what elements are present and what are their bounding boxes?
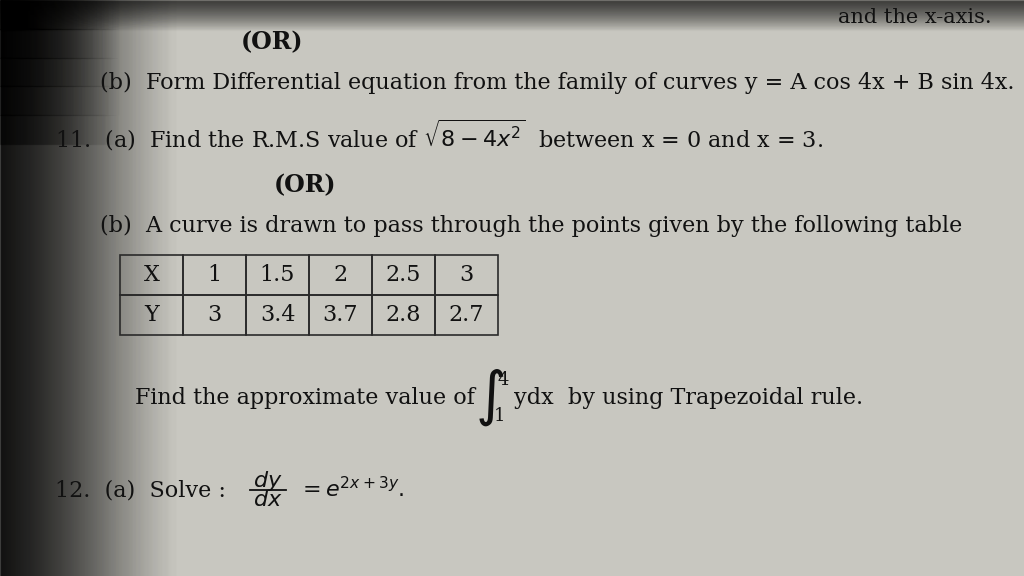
Bar [0, 22, 1024, 23]
Bar [0, 6, 1024, 7]
Bar [0, 20, 1024, 21]
Bar [372, 255, 435, 295]
Bar [0, 21, 1024, 22]
Bar [0, 8, 1024, 9]
Text: Find the approximate value of: Find the approximate value of [135, 387, 475, 409]
Text: 3: 3 [208, 304, 221, 326]
Bar [0, 13, 1024, 14]
Text: 1: 1 [494, 407, 505, 425]
Text: 2: 2 [334, 264, 347, 286]
Text: (OR): (OR) [273, 173, 336, 197]
Bar [246, 295, 309, 335]
Text: 2.8: 2.8 [386, 304, 421, 326]
Bar [183, 295, 246, 335]
Bar [0, 0, 1024, 1]
Text: 2.5: 2.5 [386, 264, 421, 286]
Text: 3.4: 3.4 [260, 304, 295, 326]
Bar [0, 12, 1024, 13]
Text: 3.7: 3.7 [323, 304, 358, 326]
Bar [0, 10, 1024, 11]
Bar [0, 4, 1024, 5]
Bar [372, 295, 435, 335]
Bar [0, 28, 1024, 29]
Text: 11.  (a)  Find the R.M.S value of $\sqrt{8-4x^2}$  between x = 0 and x = 3.: 11. (a) Find the R.M.S value of $\sqrt{8… [55, 118, 823, 153]
Text: 3: 3 [460, 264, 474, 286]
Bar [309, 295, 372, 335]
Text: $\int$: $\int$ [475, 367, 505, 429]
Bar [309, 255, 372, 295]
Text: ydx  by using Trapezoidal rule.: ydx by using Trapezoidal rule. [514, 387, 863, 409]
Bar [0, 7, 1024, 8]
Text: and the x-axis.: and the x-axis. [838, 8, 991, 27]
Bar [0, 18, 1024, 19]
Bar [435, 255, 498, 295]
Text: (b)  Form Differential equation from the family of curves y = A cos 4x + B sin 4: (b) Form Differential equation from the … [100, 72, 1015, 94]
Bar [0, 19, 1024, 20]
Bar [0, 15, 1024, 16]
Text: 1.5: 1.5 [260, 264, 295, 286]
Text: (OR): (OR) [241, 30, 303, 54]
Bar [0, 26, 1024, 27]
Bar [120, 255, 183, 295]
Bar [0, 27, 1024, 28]
Text: (b)  A curve is drawn to pass through the points given by the following table: (b) A curve is drawn to pass through the… [100, 215, 963, 237]
Text: 2.7: 2.7 [449, 304, 484, 326]
Text: 1: 1 [208, 264, 221, 286]
Bar [0, 1, 1024, 2]
Bar [183, 255, 246, 295]
Bar [0, 11, 1024, 12]
Bar [0, 9, 1024, 10]
Text: Y: Y [144, 304, 159, 326]
Bar [120, 295, 183, 335]
Text: X: X [143, 264, 160, 286]
Bar [0, 3, 1024, 4]
Bar [0, 29, 1024, 30]
Bar [0, 5, 1024, 6]
Text: $dx$: $dx$ [253, 489, 283, 511]
Bar [0, 23, 1024, 24]
Bar [0, 16, 1024, 17]
Bar [0, 24, 1024, 25]
Text: $= e^{2x+3y}.$: $= e^{2x+3y}.$ [298, 478, 404, 503]
Bar [0, 14, 1024, 15]
Bar [0, 25, 1024, 26]
Bar [246, 255, 309, 295]
Text: 4: 4 [498, 371, 509, 389]
Text: 12.  (a)  Solve :: 12. (a) Solve : [55, 479, 226, 501]
Bar [0, 2, 1024, 3]
Text: $dy$: $dy$ [253, 469, 283, 493]
Bar [0, 17, 1024, 18]
Bar [435, 295, 498, 335]
